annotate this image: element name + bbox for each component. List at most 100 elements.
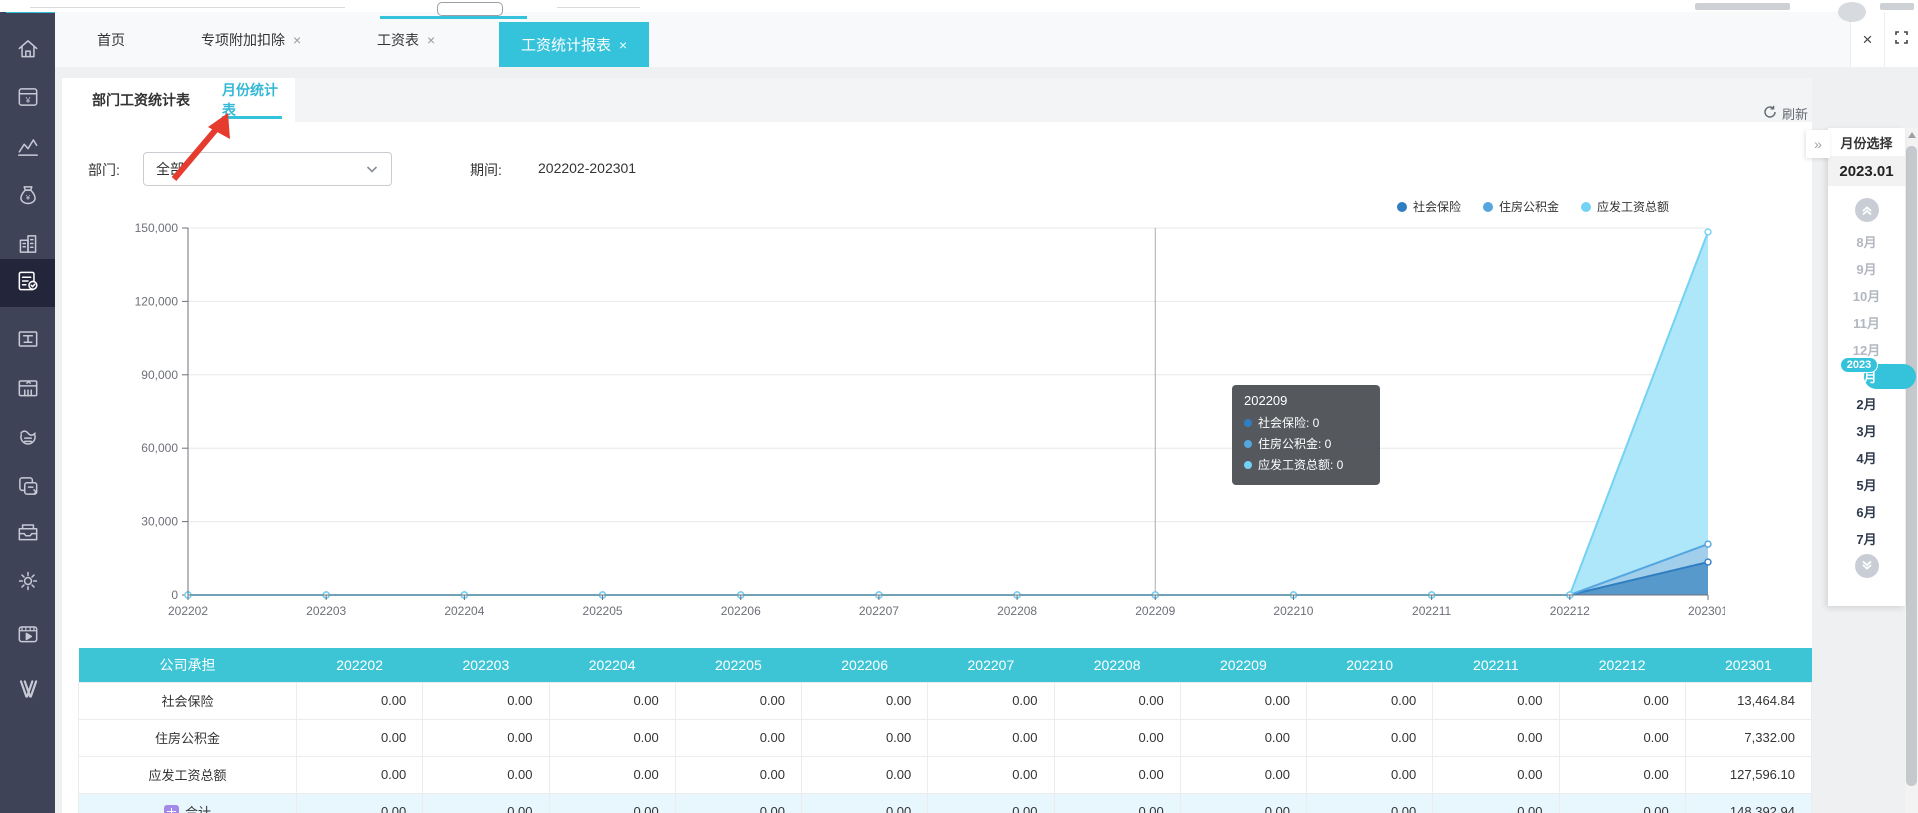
tax-icon bbox=[15, 424, 41, 455]
scroll-months-up-button[interactable] bbox=[1854, 198, 1879, 222]
user-menu-fragment[interactable] bbox=[1695, 3, 1790, 10]
month-item-7月[interactable]: 7月 bbox=[1853, 525, 1880, 552]
tab-首页[interactable]: 首页 bbox=[91, 12, 131, 67]
subtab-部门工资统计表[interactable]: 部门工资统计表 bbox=[92, 78, 210, 122]
refresh-button[interactable]: 刷新 bbox=[1763, 104, 1808, 123]
legend-item-社会保险[interactable]: 社会保险 bbox=[1396, 198, 1461, 215]
svg-text:0: 0 bbox=[171, 588, 178, 602]
sidebar-item-funds[interactable]: ¥ bbox=[0, 173, 55, 221]
month-item-6月[interactable]: 6月 bbox=[1853, 498, 1880, 525]
sidebar-item-tax[interactable] bbox=[0, 415, 55, 463]
settings-icon bbox=[15, 568, 41, 599]
tab-专项附加扣除[interactable]: 专项附加扣除 × bbox=[195, 12, 307, 67]
sidebar-item-company[interactable] bbox=[0, 222, 55, 270]
fullscreen-button[interactable] bbox=[1884, 12, 1918, 67]
sidebar-item-invoice-tray[interactable] bbox=[0, 510, 55, 558]
tab-工资统计报表[interactable]: 工资统计报表 × bbox=[499, 22, 650, 67]
close-tab-icon[interactable]: × bbox=[293, 31, 302, 48]
table-column-header: 202209 bbox=[1180, 648, 1307, 682]
sidebar-item-v-logo[interactable] bbox=[0, 667, 55, 715]
svg-text:202212: 202212 bbox=[1550, 604, 1590, 618]
month-item-12月[interactable]: 12月 bbox=[1853, 336, 1880, 363]
period-value: 202202-202301 bbox=[538, 160, 637, 176]
sidebar-item-checkout[interactable] bbox=[0, 464, 55, 512]
table-cell: 0.00 bbox=[1179, 755, 1308, 794]
sidebar-item-cashier[interactable] bbox=[0, 317, 55, 365]
svg-text:¥: ¥ bbox=[24, 94, 30, 104]
scroll-months-down-button[interactable] bbox=[1854, 554, 1879, 578]
scrollbar-up-arrow[interactable] bbox=[1908, 132, 1916, 138]
table-row-住房公积金: 住房公积金 0.00 0.00 0.00 0.00 0.00 0.00 0.00 0.00 0.0… bbox=[78, 718, 1813, 757]
legend-item-住房公积金[interactable]: 住房公积金 bbox=[1482, 198, 1559, 215]
table-cell: 0.00 bbox=[1432, 755, 1560, 794]
month-label: 7月 bbox=[1856, 532, 1877, 547]
row-label: 合计 bbox=[78, 792, 297, 813]
table-cell: 0.00 bbox=[1558, 718, 1686, 757]
sidebar-item-tutorial-video[interactable] bbox=[0, 612, 55, 660]
invoice-tray-icon bbox=[15, 519, 41, 550]
table-cell: 0.00 bbox=[1305, 755, 1434, 794]
tooltip-title: 202209 bbox=[1244, 393, 1288, 408]
svg-text:202209: 202209 bbox=[1135, 604, 1175, 618]
tab-label: 工资统计报表 bbox=[521, 37, 612, 54]
page-scrollbar[interactable] bbox=[1905, 128, 1918, 813]
sidebar-item-fixed-assets[interactable] bbox=[0, 366, 55, 414]
table-cell: 0.00 bbox=[1053, 792, 1181, 813]
progress-bar bbox=[380, 16, 527, 19]
table-cell: 0.00 bbox=[1432, 681, 1560, 720]
table-cell: 0.00 bbox=[927, 792, 1055, 813]
sidebar-item-voucher[interactable]: ¥ bbox=[0, 75, 55, 123]
sidebar-item-ledger-chart[interactable] bbox=[0, 125, 55, 173]
svg-text:¥: ¥ bbox=[25, 192, 30, 201]
legend-item-应发工资总额[interactable]: 应发工资总额 bbox=[1580, 198, 1669, 215]
sidebar-nav: 专业版 ¥¥ bbox=[0, 0, 55, 813]
top-strip-button[interactable] bbox=[437, 2, 503, 16]
month-item-9月[interactable]: 9月 bbox=[1853, 255, 1880, 282]
legend-label: 应发工资总额 bbox=[1596, 200, 1669, 214]
month-label: 6月 bbox=[1856, 505, 1877, 520]
close-tab-icon[interactable]: × bbox=[619, 36, 628, 53]
table-cell: 0.00 bbox=[674, 792, 803, 813]
user-menu-fragment[interactable] bbox=[1880, 3, 1914, 10]
total-row-icon bbox=[163, 805, 179, 813]
table-cell: 0.00 bbox=[1305, 792, 1434, 813]
close-tab-icon[interactable]: × bbox=[427, 31, 436, 48]
month-item-1月[interactable]: 2023 1月 bbox=[1839, 357, 1916, 390]
table-cell: 0.00 bbox=[422, 718, 550, 757]
double-chevron-up-icon bbox=[1861, 206, 1872, 216]
tab-工资表[interactable]: 工资表 × bbox=[371, 12, 441, 67]
checkout-icon bbox=[15, 473, 41, 504]
month-label: 1月 bbox=[1856, 370, 1877, 385]
month-item-2月[interactable]: 2月 bbox=[1853, 390, 1880, 417]
user-avatar[interactable] bbox=[1838, 2, 1866, 22]
table-cell: 0.00 bbox=[1305, 718, 1434, 757]
month-item-8月[interactable]: 8月 bbox=[1853, 228, 1880, 255]
month-item-5月[interactable]: 5月 bbox=[1853, 471, 1880, 498]
subtab-月份统计表[interactable]: 月份统计表 bbox=[222, 78, 282, 122]
scrollbar-thumb[interactable] bbox=[1906, 146, 1917, 786]
table-cell: 13,464.84 bbox=[1684, 681, 1813, 720]
fullscreen-icon bbox=[1895, 30, 1908, 49]
table-cell: 0.00 bbox=[422, 681, 550, 720]
month-item-11月[interactable]: 11月 bbox=[1853, 309, 1880, 336]
row-label: 应发工资总额 bbox=[78, 755, 297, 794]
row-label: 住房公积金 bbox=[78, 718, 297, 757]
subtab-label: 部门工资统计表 bbox=[92, 92, 190, 108]
sidebar-item-home[interactable] bbox=[0, 27, 55, 75]
table-cell: 0.00 bbox=[1053, 755, 1181, 794]
tab-label: 专项附加扣除 bbox=[201, 31, 285, 48]
salary-area-chart[interactable]: 0 30,000 60,000 90,000 120,000 150,000 202202 2… bbox=[85, 195, 1729, 645]
sidebar-item-statements[interactable] bbox=[0, 259, 55, 307]
collapse-month-panel-button[interactable]: » bbox=[1806, 130, 1830, 158]
sidebar-item-settings[interactable] bbox=[0, 559, 55, 607]
month-item-3月[interactable]: 3月 bbox=[1853, 417, 1880, 444]
table-column-header: 202207 bbox=[927, 648, 1054, 682]
month-item-10月[interactable]: 10月 bbox=[1853, 282, 1880, 309]
month-item-4月[interactable]: 4月 bbox=[1853, 444, 1880, 471]
table-cell: 0.00 bbox=[548, 755, 676, 794]
table-cell: 148,392.94 bbox=[1684, 792, 1813, 813]
department-select[interactable]: 全部 bbox=[143, 152, 392, 186]
month-label: 10月 bbox=[1852, 289, 1881, 304]
table-column-header: 202202 bbox=[296, 648, 423, 682]
row-label: 社会保险 bbox=[78, 681, 297, 720]
